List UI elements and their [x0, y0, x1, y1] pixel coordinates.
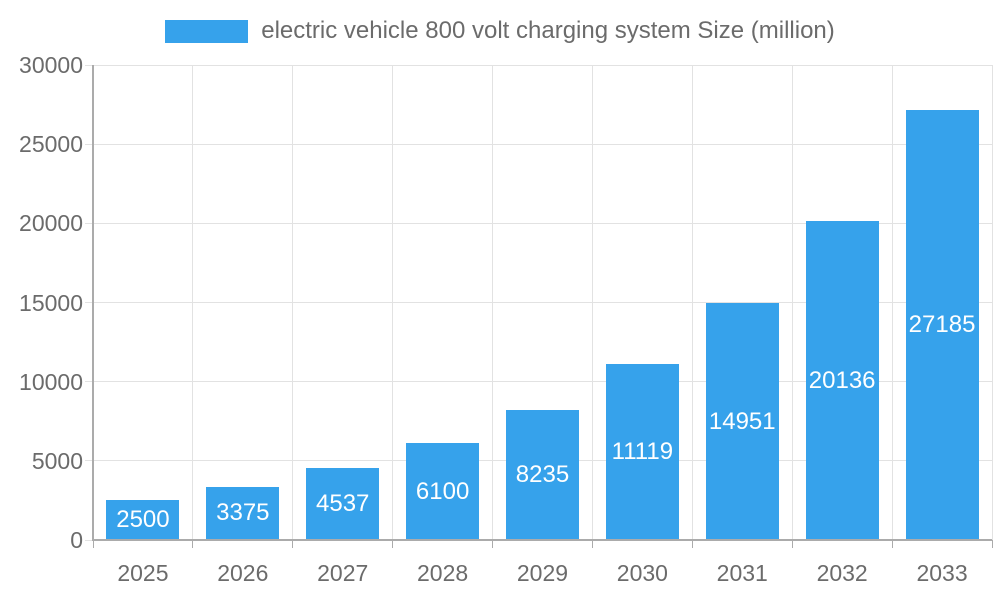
x-axis-tick-label: 2026 [217, 560, 269, 586]
y-axis-tick-label: 0 [70, 527, 83, 553]
bar-2032[interactable]: 20136 [805, 221, 879, 540]
y-gridline [93, 143, 992, 145]
x-gridline [292, 65, 294, 540]
y-axis-tick-label: 20000 [19, 210, 83, 237]
bar-2031[interactable]: 14951 [705, 303, 779, 540]
bar-value-label: 6100 [415, 477, 470, 505]
y-axis-tick-label: 5000 [31, 447, 83, 474]
bar-value-label: 11119 [611, 437, 674, 465]
bar-value-label: 27185 [908, 310, 976, 338]
y-tick-mark [85, 539, 93, 541]
y-tick-mark [85, 460, 93, 462]
y-axis-tick-label: 30000 [19, 52, 83, 78]
y-gridline [93, 222, 992, 224]
bar-value-label: 4537 [316, 490, 370, 518]
x-tick-mark [591, 540, 593, 548]
x-tick-mark [691, 540, 693, 548]
x-axis-tick-label: 2032 [816, 560, 868, 586]
legend[interactable]: electric vehicle 800 volt charging syste… [0, 17, 1000, 45]
y-tick-mark [85, 64, 93, 66]
bar-2033[interactable]: 27185 [905, 109, 979, 540]
x-tick-mark [492, 540, 494, 548]
x-axis-tick-label: 2027 [317, 560, 369, 586]
y-axis-tick-label: 25000 [19, 131, 83, 158]
y-tick-mark [85, 302, 93, 303]
y-tick-mark [85, 222, 93, 224]
x-tick-mark [192, 540, 194, 548]
x-tick-mark [92, 540, 94, 548]
x-axis-tick-label: 2028 [417, 560, 469, 586]
x-tick-mark [292, 540, 294, 548]
legend-label: electric vehicle 800 volt charging syste… [261, 17, 835, 44]
bar-value-label: 20136 [808, 366, 876, 394]
x-axis-tick-label: 2031 [716, 560, 768, 586]
x-axis-tick-label: 2033 [916, 560, 968, 586]
bar-2025[interactable]: 2500 [106, 500, 180, 540]
x-axis-tick-label: 2029 [516, 560, 569, 586]
x-gridline [891, 65, 893, 540]
y-tick-mark [85, 143, 93, 145]
y-gridline [93, 64, 992, 66]
x-tick-mark [991, 540, 993, 548]
y-axis-tick-label: 15000 [19, 289, 83, 316]
x-axis-line [92, 539, 992, 541]
x-gridline [591, 65, 593, 540]
x-gridline [192, 65, 194, 540]
y-tick-mark [85, 381, 93, 383]
x-gridline [492, 65, 494, 540]
x-tick-mark [791, 540, 793, 548]
x-tick-mark [392, 540, 394, 548]
y-axis-line [92, 65, 94, 540]
y-axis-tick-label: 10000 [19, 368, 83, 395]
x-gridline [392, 65, 394, 540]
x-gridline [691, 65, 693, 540]
y-gridline [93, 302, 992, 303]
x-tick-mark [891, 540, 893, 548]
y-gridline [93, 381, 992, 383]
bar-2028[interactable]: 6100 [406, 443, 480, 540]
bar-value-label: 2500 [116, 506, 170, 534]
x-gridline [791, 65, 793, 540]
bar-value-label: 3375 [216, 499, 270, 527]
bar-2026[interactable]: 3375 [206, 486, 280, 540]
x-axis-tick-label: 2030 [616, 560, 668, 586]
bar-2027[interactable]: 4537 [306, 468, 380, 540]
x-gridline [991, 65, 993, 540]
bar-2029[interactable]: 8235 [506, 409, 579, 540]
x-axis-tick-label: 2025 [117, 560, 169, 586]
bar-2030[interactable]: 11119 [605, 363, 679, 540]
bar-value-label: 14951 [708, 407, 776, 435]
bar-value-label: 8235 [515, 460, 570, 488]
legend-swatch [165, 19, 249, 43]
